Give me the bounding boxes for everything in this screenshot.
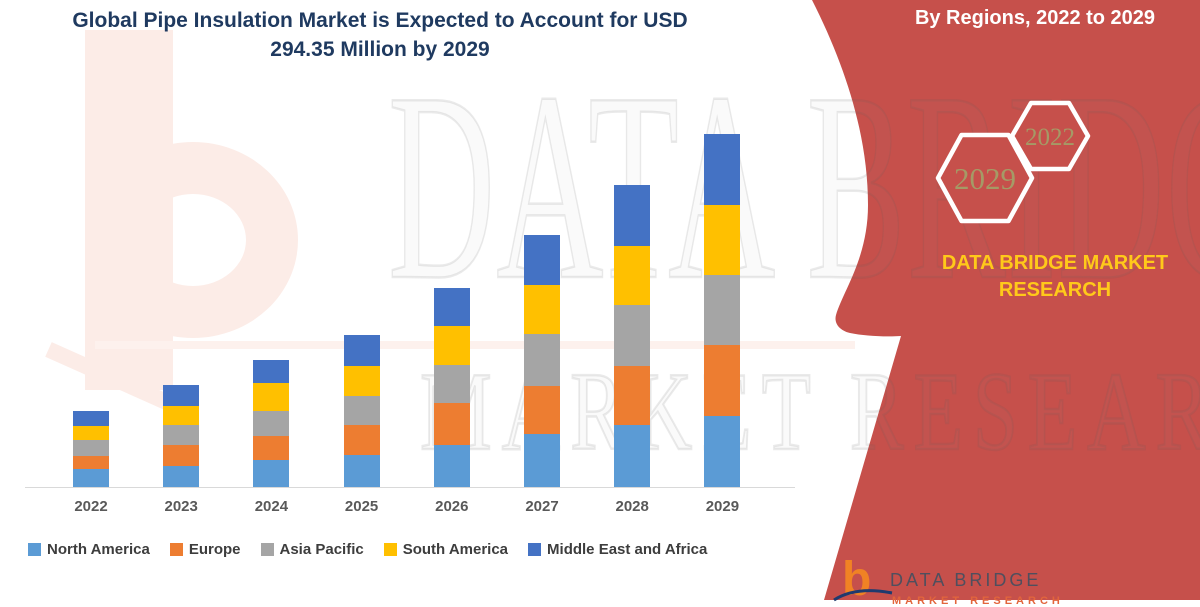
bar-segment [433, 287, 470, 327]
legend-item: Middle East and Africa [528, 541, 707, 558]
hexagon-badges: 2022 2029 [935, 100, 1091, 224]
bar-segment [163, 444, 200, 466]
bar-segment [343, 396, 380, 425]
brand-name: DATA BRIDGE MARKET RESEARCH [941, 252, 1169, 301]
footer-logo-swoosh-icon [833, 589, 893, 602]
bar-segment [524, 433, 560, 487]
footer-logo-subtitle: MARKET RESEARCH [892, 595, 1064, 607]
hexagon-2029-label: 2029 [954, 161, 1016, 196]
legend-item: Europe [169, 541, 241, 558]
bar-segment [704, 134, 741, 205]
chart-title-line1: Global Pipe Insulation Market is Expecte… [72, 9, 688, 32]
bar-segment [704, 345, 741, 416]
hexagon-2029 [935, 132, 1035, 224]
bar-segment [343, 454, 380, 487]
bar-segment [163, 425, 200, 445]
x-axis-label: 2028 [615, 498, 649, 515]
x-axis-label: 2024 [254, 498, 289, 515]
panel-heading: By Regions, 2022 to 2029 [914, 7, 1156, 29]
bar-segment [524, 285, 560, 335]
bar-segment [343, 335, 380, 367]
x-axis-label: 2027 [525, 498, 559, 515]
bar-segment [73, 440, 109, 456]
chart-title: Global Pipe Insulation Market is Expecte… [50, 6, 710, 64]
legend-label: South America [402, 541, 509, 558]
bar-segment [704, 204, 741, 275]
bar-segment [253, 411, 290, 436]
hexagon-2022-label: 2022 [1025, 124, 1075, 151]
bar-segment [433, 326, 470, 365]
bar-segment [524, 385, 560, 434]
bar-segment [433, 402, 470, 445]
legend-label: Asia Pacific [279, 541, 364, 558]
bar-segment [614, 366, 651, 426]
bar-segment [614, 425, 651, 487]
x-axis-line [25, 487, 795, 488]
bar-segment [614, 184, 651, 246]
x-axis-label: 2023 [164, 498, 198, 515]
bar-segment [433, 444, 470, 487]
x-axis-label: 2029 [705, 498, 740, 515]
legend-item: North America [28, 541, 150, 558]
chart-legend: North America Europe Asia Pacific South Ame… [28, 541, 707, 558]
x-axis-label: 2026 [435, 498, 469, 515]
legend-swatch [383, 543, 397, 556]
bar-segment [343, 366, 380, 397]
x-axis-label: 2022 [74, 498, 108, 515]
bar-segment [433, 364, 470, 403]
bar-segment [163, 405, 200, 426]
bar-segment [253, 459, 290, 487]
bar-segment [524, 334, 560, 386]
bar-segment [253, 435, 290, 460]
bar-segment [704, 415, 741, 487]
bar-segment [73, 410, 109, 427]
legend-label: Middle East and Africa [547, 541, 708, 558]
legend-label: Europe [188, 541, 241, 558]
legend-swatch [28, 543, 41, 556]
watermark-underline [95, 341, 855, 349]
bar-segment [614, 305, 651, 367]
bar-segment [524, 235, 560, 286]
bar-segment [73, 469, 109, 487]
legend-swatch [528, 543, 542, 556]
bar-segment [704, 274, 741, 345]
bar-segment [614, 245, 651, 306]
bar-segment [73, 426, 109, 441]
bar-segment [253, 382, 290, 412]
legend-label: North America [47, 541, 150, 558]
chart-title-line2: 294.35 Million by 2029 [270, 38, 490, 61]
bar-segment [163, 384, 200, 406]
legend-swatch [260, 543, 274, 556]
legend-swatch [169, 543, 183, 556]
bar-segment [73, 455, 109, 469]
x-axis-label: 2025 [344, 498, 379, 515]
legend-item: South America [383, 541, 509, 558]
bar-segment [253, 360, 290, 383]
legend-item: Asia Pacific [260, 541, 364, 558]
hexagon-2022 [1009, 100, 1091, 172]
bar-segment [163, 465, 200, 487]
bar-segment [343, 424, 380, 455]
red-panel-shape [812, 0, 1200, 600]
footer-logo-name: DATA BRIDGE [890, 570, 1042, 590]
